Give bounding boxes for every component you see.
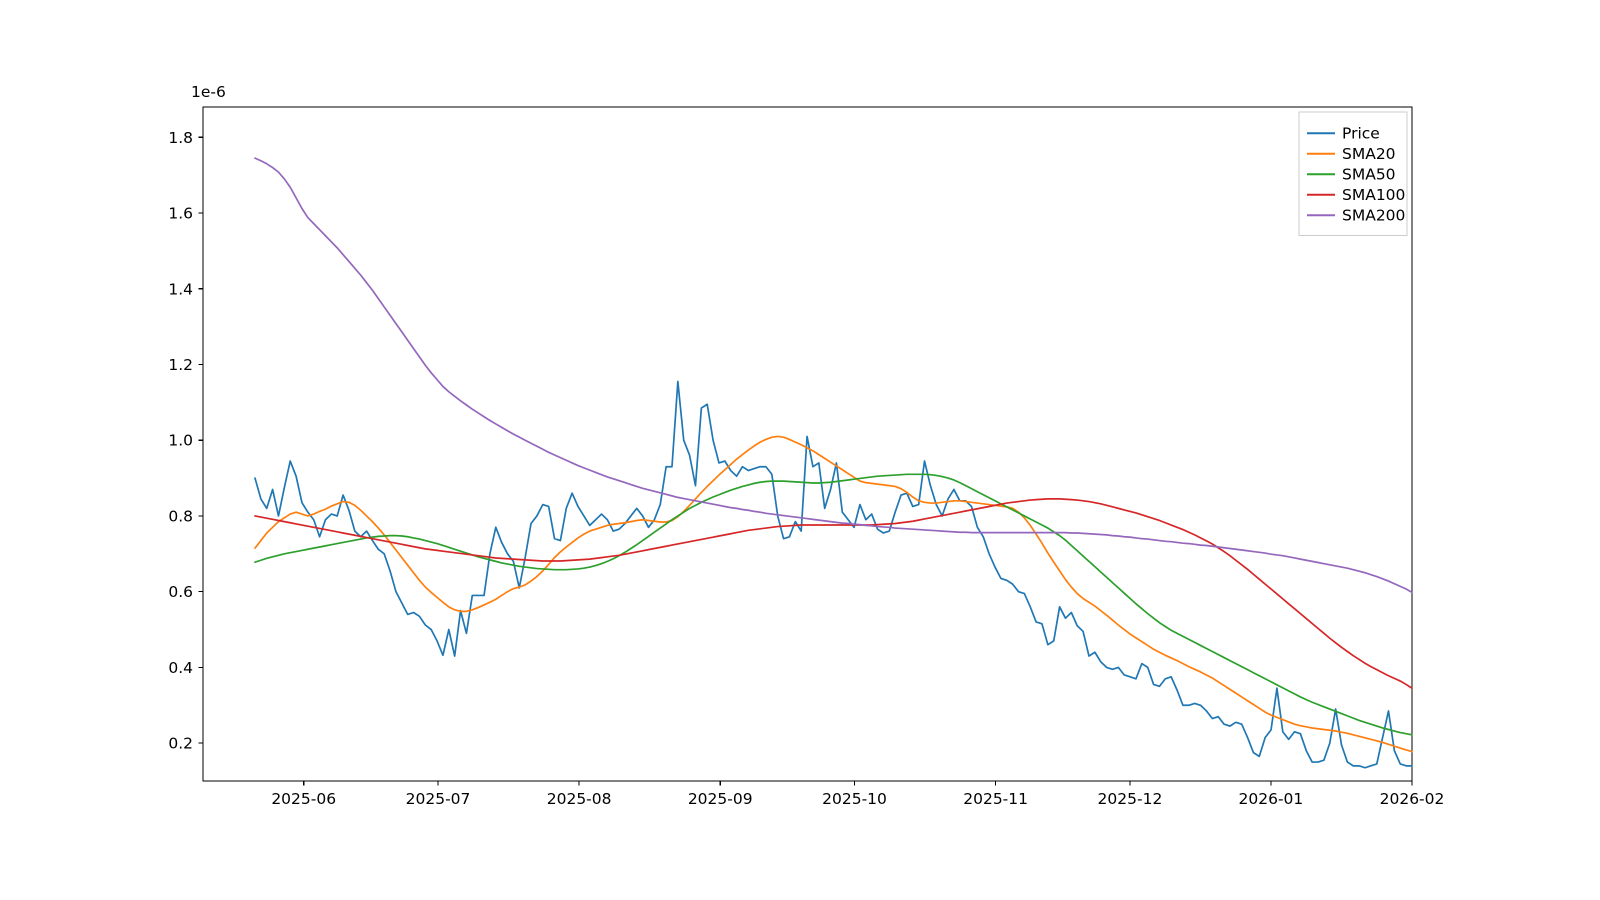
- legend-label-sma20[interactable]: SMA20: [1342, 145, 1396, 163]
- x-tick-label: 2025-08: [547, 790, 612, 808]
- series-line-price: [254, 380, 1413, 769]
- series-line-sma200: [254, 157, 1413, 594]
- x-tick-label: 2026-01: [1239, 790, 1304, 808]
- chart-legend[interactable]: Price SMA20 SMA50 SMA100 SMA200: [1298, 111, 1408, 236]
- legend-label-price[interactable]: Price: [1342, 124, 1380, 142]
- y-tick-label: 1.0: [168, 432, 193, 450]
- x-tick-label: 2025-09: [688, 790, 753, 808]
- x-tick-label: 2025-07: [406, 790, 471, 808]
- y-tick-label: 0.4: [168, 659, 193, 677]
- x-tick-label: 2025-12: [1098, 790, 1163, 808]
- series-line-sma100: [254, 498, 1413, 690]
- y-tick-label: 1.4: [168, 280, 193, 298]
- x-axis-ticks: 2025-06 2025-07 2025-08 2025-09 2025-10 2025-…: [271, 781, 1444, 808]
- legend-label-sma100[interactable]: SMA100: [1342, 186, 1405, 204]
- y-tick-label: 1.8: [168, 129, 193, 147]
- y-tick-label: 0.8: [168, 507, 193, 525]
- series-line-sma50: [254, 473, 1413, 736]
- y-tick-label: 0.6: [168, 583, 193, 601]
- y-axis-ticks: 0.2 0.4 0.6 0.8 1.0 1.2 1.4 1.6 1.8: [168, 129, 203, 753]
- y-axis-offset-label: 1e-6: [191, 83, 226, 101]
- x-tick-label: 2025-10: [822, 790, 887, 808]
- x-tick-label: 2026-02: [1380, 790, 1445, 808]
- axes-spines: [202, 106, 1413, 782]
- plot-axes: 0.20.40.60.81.01.21.41.61.8 2025-06 2025-…: [168, 83, 1444, 808]
- legend-label-sma50[interactable]: SMA50: [1342, 165, 1396, 183]
- y-tick-label: 1.2: [168, 356, 193, 374]
- y-tick-label: 0.2: [168, 735, 193, 753]
- y-tick-label: 1.6: [168, 205, 193, 223]
- series-line-sma20: [254, 435, 1413, 753]
- legend-label-sma200[interactable]: SMA200: [1342, 206, 1405, 224]
- series-lines: [254, 157, 1413, 769]
- x-tick-label: 2025-06: [271, 790, 336, 808]
- x-tick-label: 2025-11: [963, 790, 1028, 808]
